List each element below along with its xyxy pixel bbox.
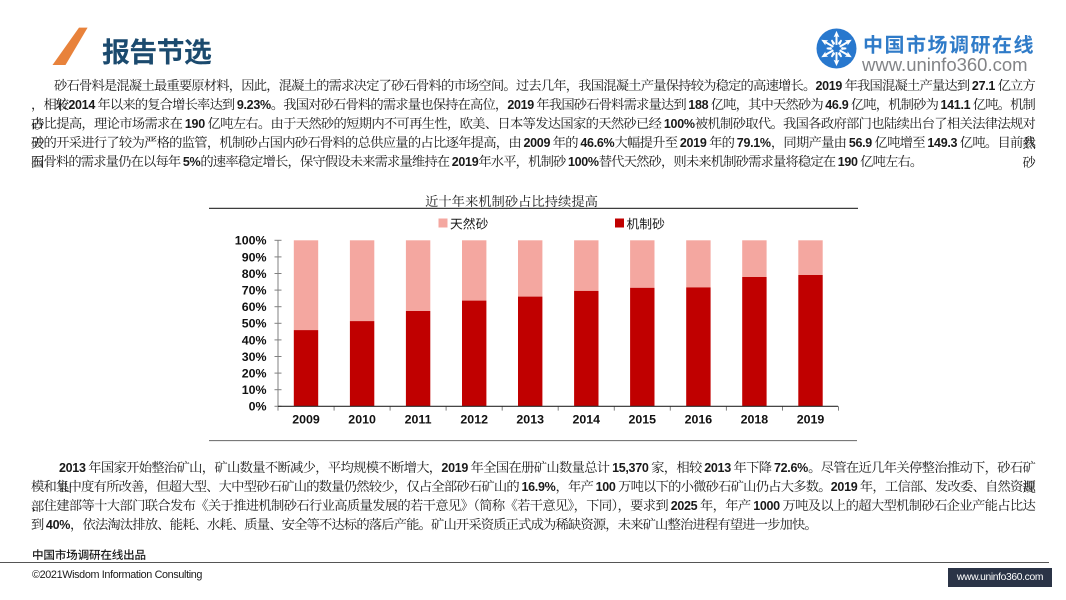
svg-text:2012: 2012 bbox=[460, 412, 488, 426]
svg-text:80%: 80% bbox=[242, 267, 267, 281]
svg-text:40%: 40% bbox=[242, 333, 267, 347]
svg-text:2016: 2016 bbox=[685, 412, 713, 426]
svg-text:2015: 2015 bbox=[629, 412, 657, 426]
svg-text:50%: 50% bbox=[242, 317, 267, 331]
svg-text:30%: 30% bbox=[242, 350, 267, 364]
svg-text:100%: 100% bbox=[235, 234, 267, 248]
svg-text:10%: 10% bbox=[242, 383, 267, 397]
svg-text:90%: 90% bbox=[242, 250, 267, 264]
svg-text:60%: 60% bbox=[242, 300, 267, 314]
svg-text:2010: 2010 bbox=[348, 412, 376, 426]
svg-text:近十年来机制砂占比持续提高: 近十年来机制砂占比持续提高 bbox=[425, 191, 598, 210]
svg-text:2011: 2011 bbox=[405, 412, 432, 426]
svg-text:天然砂: 天然砂 bbox=[450, 213, 489, 232]
svg-text:2019: 2019 bbox=[797, 412, 825, 426]
svg-text:2014: 2014 bbox=[573, 412, 601, 426]
svg-text:0%: 0% bbox=[249, 400, 267, 414]
svg-text:机制砂: 机制砂 bbox=[627, 213, 666, 232]
svg-text:70%: 70% bbox=[242, 284, 267, 298]
svg-text:2009: 2009 bbox=[292, 412, 320, 426]
svg-text:20%: 20% bbox=[242, 367, 267, 381]
svg-text:2013: 2013 bbox=[516, 412, 544, 426]
svg-text:2018: 2018 bbox=[741, 412, 769, 426]
